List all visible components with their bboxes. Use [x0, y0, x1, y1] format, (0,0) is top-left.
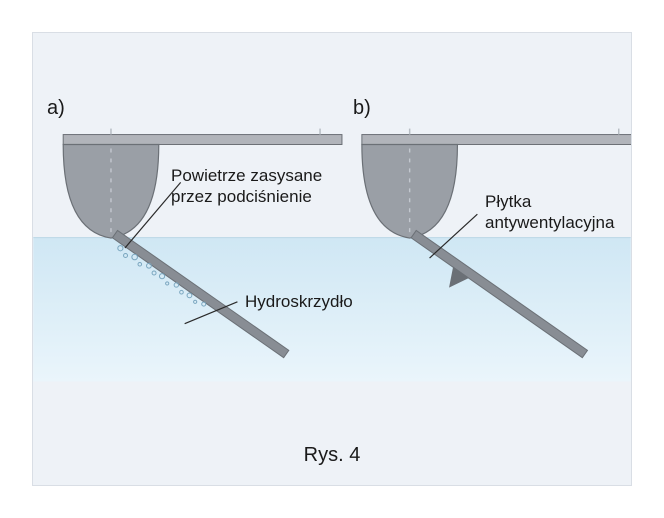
figure-caption: Rys. 4 [304, 444, 361, 467]
figure-box: a) b) Powietrze zasysane przez podciśnie… [32, 32, 632, 486]
panel-b-label: b) [353, 97, 371, 120]
deck-bar [63, 135, 342, 145]
panel-a-label: a) [47, 97, 65, 120]
label-fence: Płytka antywentylacyjna [485, 191, 614, 234]
diagram-svg [33, 33, 631, 485]
deck-bar [362, 135, 631, 145]
label-air-sucked: Powietrze zasysane przez podciśnienie [171, 165, 322, 208]
label-hydrofoil: Hydroskrzydło [245, 291, 353, 312]
